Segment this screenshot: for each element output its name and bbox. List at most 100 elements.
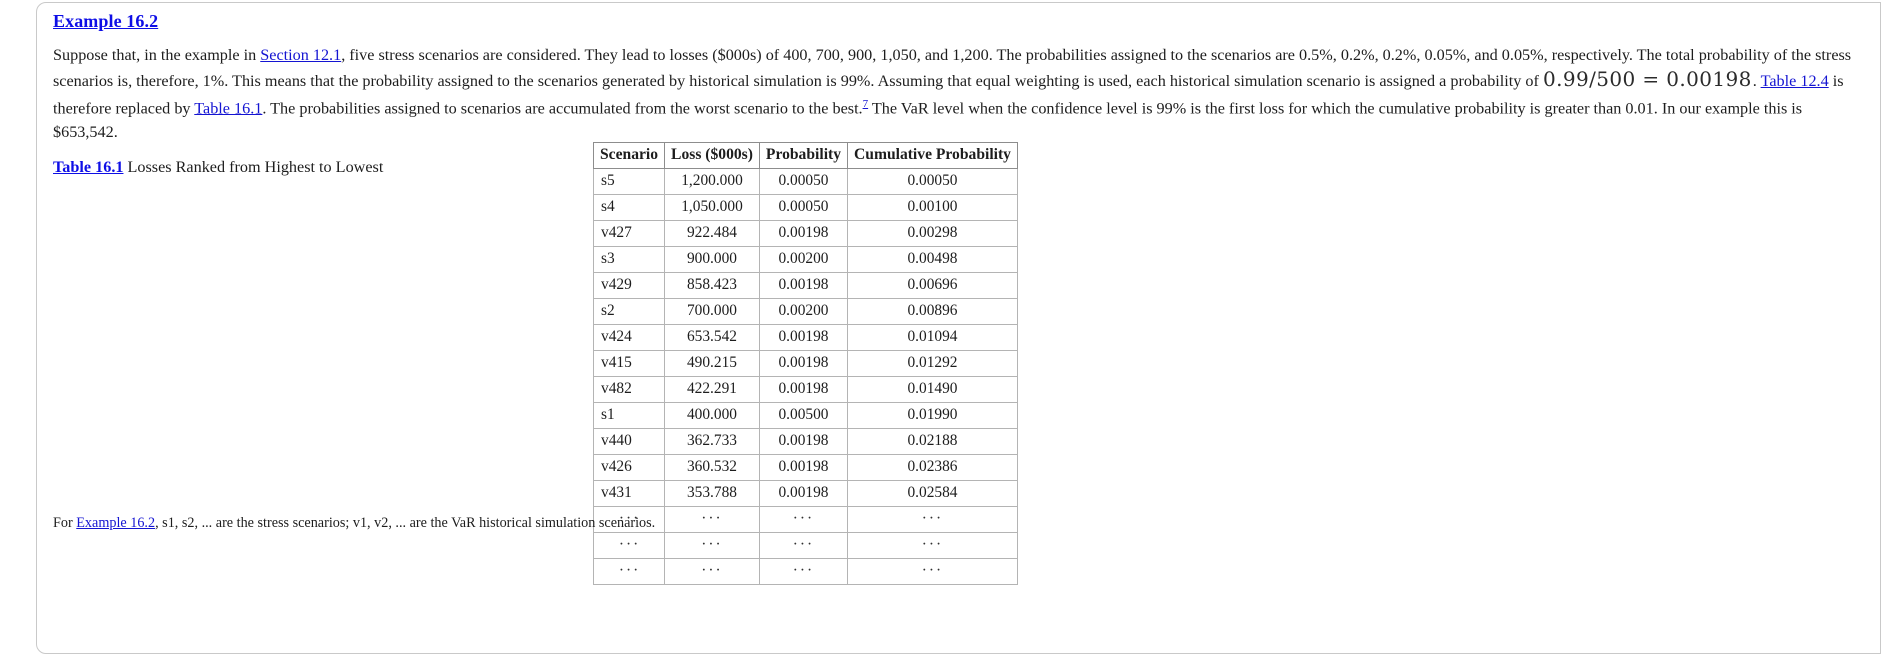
cell-loss: 353.788 xyxy=(664,480,760,507)
math-expression: 0.99/500 = 0.00198 xyxy=(1542,66,1752,91)
table-row: v482 422.291 0.00198 0.01490 xyxy=(592,376,1018,403)
cell-prob: ··· xyxy=(758,532,849,559)
table-row: s5 1,200.000 0.00050 0.00050 xyxy=(592,168,1018,195)
table-caption-link[interactable]: Table 16.1 xyxy=(53,158,124,177)
cell-cum: ··· xyxy=(847,506,1018,533)
cell-scenario: s4 xyxy=(592,194,666,221)
cell-cum: ··· xyxy=(847,558,1018,585)
cell-prob: 0.00050 xyxy=(758,194,849,221)
cell-prob: 0.00200 xyxy=(758,298,849,325)
cell-scenario: ··· xyxy=(592,558,666,585)
cell-loss: ··· xyxy=(664,558,760,585)
table-row: v426 360.532 0.00198 0.02386 xyxy=(592,454,1018,481)
cell-prob: 0.00198 xyxy=(758,220,849,247)
table-row: v440 362.733 0.00198 0.02188 xyxy=(592,428,1018,455)
column-header-cumulative-probability: Cumulative Probability xyxy=(847,142,1018,169)
cell-scenario: v426 xyxy=(592,454,666,481)
cell-loss: 700.000 xyxy=(664,298,760,325)
cell-prob: 0.00198 xyxy=(758,272,849,299)
cell-scenario: v431 xyxy=(592,480,666,507)
example-content: Example 16.2 Suppose that, in the exampl… xyxy=(53,11,1870,177)
table-row: v431 353.788 0.00198 0.02584 xyxy=(592,480,1018,507)
cell-loss: 360.532 xyxy=(664,454,760,481)
link-table-16-1[interactable]: Table 16.1 xyxy=(194,99,263,118)
example-paragraph: Suppose that, in the example in Section … xyxy=(53,44,1865,144)
table-row: s4 1,050.000 0.00050 0.00100 xyxy=(592,194,1018,221)
cell-scenario: v440 xyxy=(592,428,666,455)
cell-loss: 1,050.000 xyxy=(664,194,760,221)
table-row: v415 490.215 0.00198 0.01292 xyxy=(592,350,1018,377)
losses-table-container: Scenario Loss ($000s) Probability Cumula… xyxy=(592,142,1018,585)
cell-prob: ··· xyxy=(758,506,849,533)
cell-loss: 922.484 xyxy=(664,220,760,247)
cell-scenario: v429 xyxy=(592,272,666,299)
table-head: Scenario Loss ($000s) Probability Cumula… xyxy=(592,142,1018,169)
cell-scenario: s3 xyxy=(592,246,666,273)
table-header-row: Scenario Loss ($000s) Probability Cumula… xyxy=(592,142,1018,169)
cell-prob: 0.00198 xyxy=(758,480,849,507)
table-caption: Table 16.1 Losses Ranked from Highest to… xyxy=(53,158,1870,177)
paragraph-segment-4: is therefore replaced by xyxy=(53,71,1844,118)
cell-loss: 900.000 xyxy=(664,246,760,273)
cell-cum: 0.00498 xyxy=(847,246,1018,273)
paragraph-segment-3: . xyxy=(1752,71,1761,90)
paragraph-segment-2: , five stress scenarios are considered. … xyxy=(53,46,1852,90)
cell-cum: ··· xyxy=(847,532,1018,559)
footnote-segment-2: , s1, s2, ... are the stress scenarios; … xyxy=(155,515,656,531)
column-header-loss: Loss ($000s) xyxy=(664,142,760,169)
paragraph-segment-5: . The probabilities assigned to scenario… xyxy=(262,99,863,118)
table-row: ··· ··· ··· ··· xyxy=(592,558,1018,585)
cell-cum: 0.01292 xyxy=(847,350,1018,377)
cell-prob: 0.00200 xyxy=(758,246,849,273)
cell-cum: 0.02188 xyxy=(847,428,1018,455)
footnote-link-example-16-2[interactable]: Example 16.2 xyxy=(76,515,156,531)
table-row: v427 922.484 0.00198 0.00298 xyxy=(592,220,1018,247)
cell-scenario: s1 xyxy=(592,402,666,429)
cell-prob: 0.00198 xyxy=(758,324,849,351)
column-header-probability: Probability xyxy=(758,142,849,169)
cell-loss: 1,200.000 xyxy=(664,168,760,195)
link-table-12-4[interactable]: Table 12.4 xyxy=(1760,71,1829,90)
table-footnote: For Example 16.2, s1, s2, ... are the st… xyxy=(53,515,655,532)
table-row: s3 900.000 0.00200 0.00498 xyxy=(592,246,1018,273)
cell-cum: 0.00050 xyxy=(847,168,1018,195)
link-section-12-1[interactable]: Section 12.1 xyxy=(260,46,342,64)
cell-scenario: s2 xyxy=(592,298,666,325)
cell-scenario: v482 xyxy=(592,376,666,403)
cell-prob: 0.00198 xyxy=(758,454,849,481)
cell-cum: 0.00100 xyxy=(847,194,1018,221)
paragraph-segment-6: The VaR level when the confidence level … xyxy=(53,99,1803,141)
cell-loss: 400.000 xyxy=(664,402,760,429)
cell-cum: 0.00896 xyxy=(847,298,1018,325)
example-title-link[interactable]: Example 16.2 xyxy=(53,11,159,31)
paragraph-segment-1: Suppose that, in the example in xyxy=(53,46,261,64)
cell-scenario: s5 xyxy=(592,168,666,195)
cell-prob: ··· xyxy=(758,558,849,585)
column-header-scenario: Scenario xyxy=(592,142,666,169)
cell-loss: 362.733 xyxy=(664,428,760,455)
cell-cum: 0.00696 xyxy=(847,272,1018,299)
footnote-marker-7[interactable]: 7 xyxy=(862,98,869,110)
table-body: s5 1,200.000 0.00050 0.00050 s4 1,050.000 0.00… xyxy=(592,168,1018,585)
cell-loss: 858.423 xyxy=(664,272,760,299)
cell-prob: 0.00500 xyxy=(758,402,849,429)
cell-cum: 0.01990 xyxy=(847,402,1018,429)
cell-cum: 0.02584 xyxy=(847,480,1018,507)
losses-table: Scenario Loss ($000s) Probability Cumula… xyxy=(592,142,1018,585)
cell-scenario: v427 xyxy=(592,220,666,247)
cell-scenario: v415 xyxy=(592,350,666,377)
cell-cum: 0.01490 xyxy=(847,376,1018,403)
cell-loss: ··· xyxy=(664,506,760,533)
cell-cum: 0.00298 xyxy=(847,220,1018,247)
table-row: s1 400.000 0.00500 0.01990 xyxy=(592,402,1018,429)
cell-loss: 653.542 xyxy=(664,324,760,351)
footnote-segment-1: For xyxy=(53,515,77,531)
table-row: v429 858.423 0.00198 0.00696 xyxy=(592,272,1018,299)
cell-prob: 0.00198 xyxy=(758,350,849,377)
table-row: v424 653.542 0.00198 0.01094 xyxy=(592,324,1018,351)
cell-scenario: v424 xyxy=(592,324,666,351)
cell-cum: 0.01094 xyxy=(847,324,1018,351)
table-row: ··· ··· ··· ··· xyxy=(592,506,1018,533)
cell-loss: 490.215 xyxy=(664,350,760,377)
cell-scenario: ··· xyxy=(592,532,666,559)
